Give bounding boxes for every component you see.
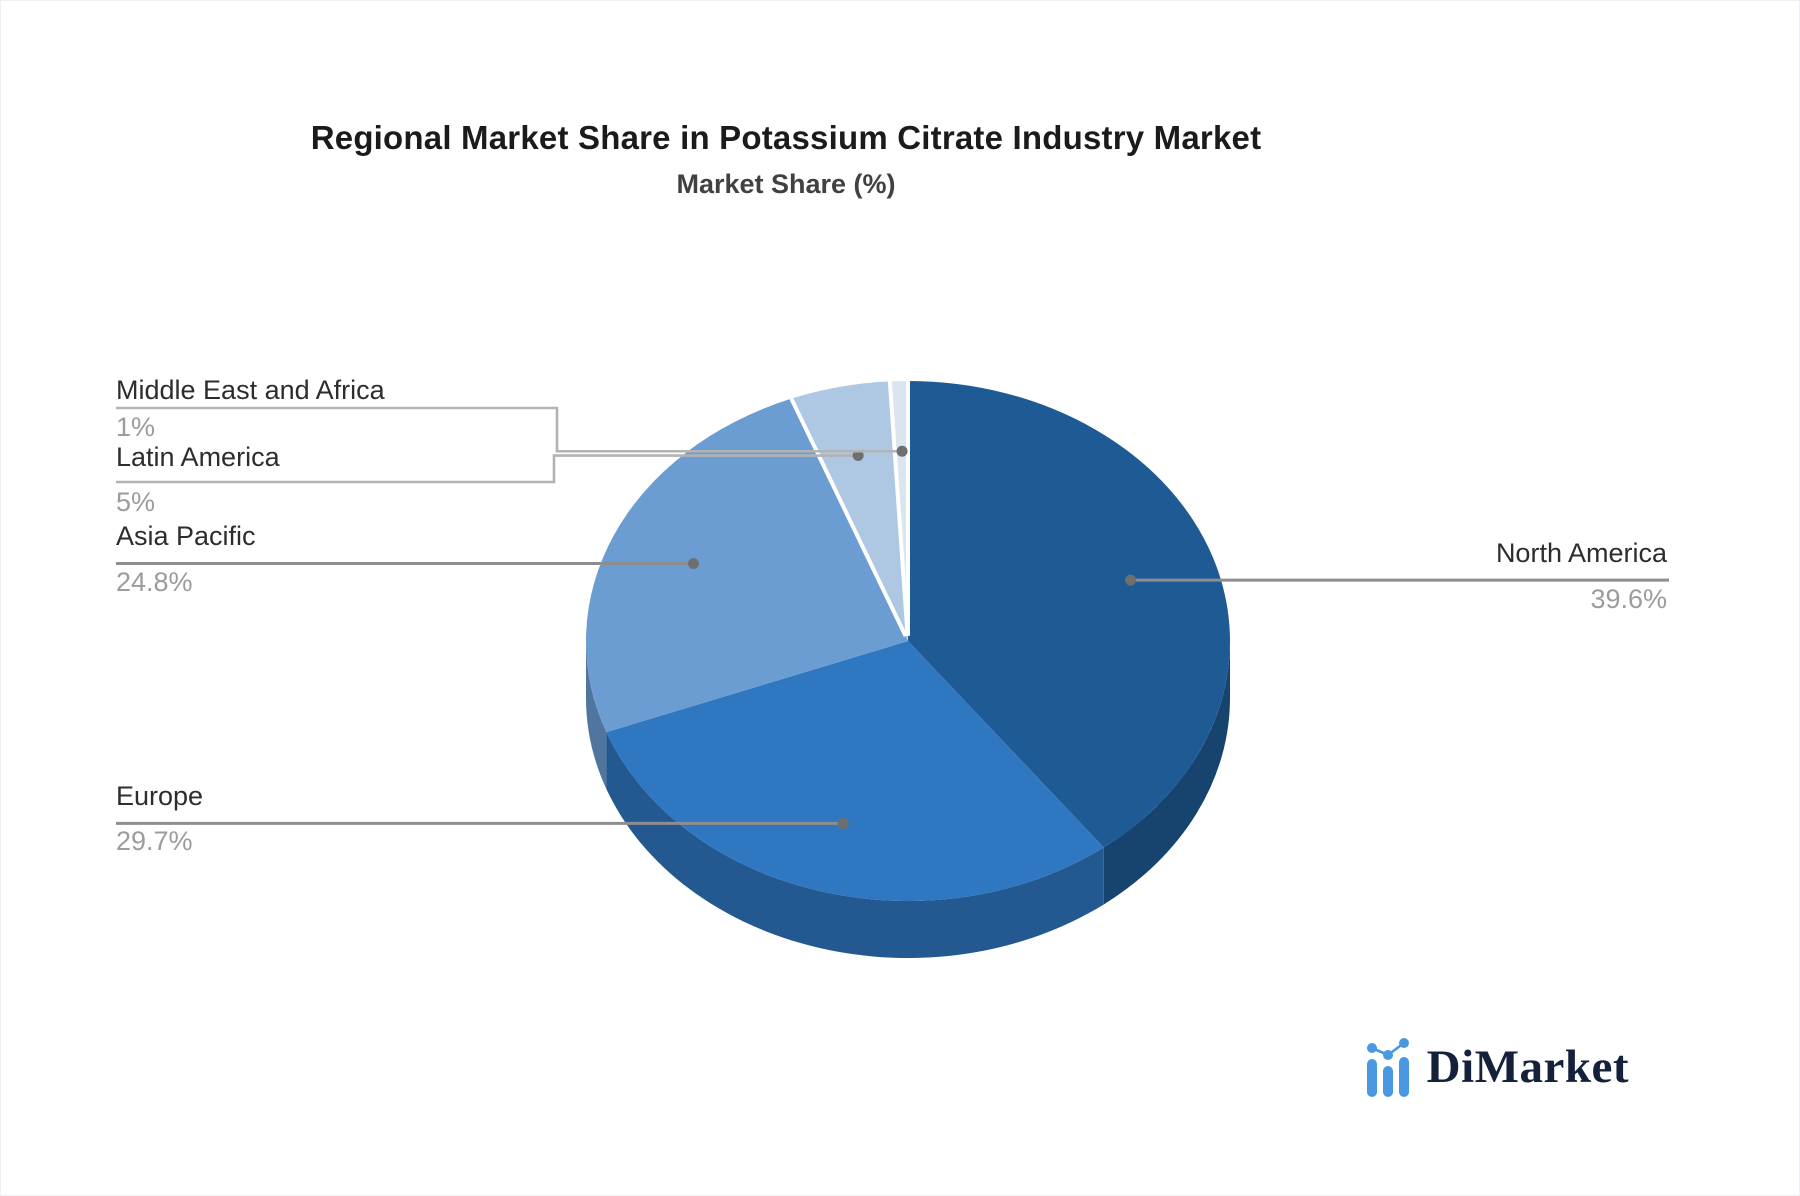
value-asia-pacific: 24.8%	[116, 567, 193, 597]
leader-dot-north-america	[1125, 574, 1137, 586]
label-middle-east-and-africa: Middle East and Africa	[116, 375, 385, 405]
label-latin-america: Latin America	[116, 442, 280, 472]
leader-dot-middle-east-and-africa	[896, 445, 908, 457]
leader-line-latin-america	[116, 454, 859, 484]
value-north-america: 39.6%	[1590, 584, 1667, 614]
value-middle-east-and-africa: 1%	[116, 412, 156, 442]
slice-separator	[789, 397, 908, 638]
brand-logo-text: DiMarket	[1426, 1041, 1629, 1093]
leader-dot-latin-america	[852, 450, 864, 462]
chart-title: Regional Market Share in Potassium Citra…	[310, 119, 1262, 156]
brand-logo: DiMarket	[1364, 1035, 1629, 1099]
chart-subtitle: Market Share (%)	[676, 169, 896, 199]
pie-slice-side-north-america	[1103, 641, 1230, 905]
bar-chart-with-trend-dots-icon	[1366, 1038, 1409, 1097]
pie-slice-north-america[interactable]	[908, 381, 1231, 848]
label-europe: Europe	[116, 781, 204, 811]
pie-slice-europe[interactable]	[606, 641, 1104, 901]
leader-dot-asia-pacific	[687, 557, 699, 569]
pie-slice-asia-pacific[interactable]	[586, 398, 908, 733]
value-latin-america: 5%	[116, 487, 156, 517]
value-europe: 29.7%	[116, 826, 193, 856]
leader-line-middle-east-and-africa	[116, 406, 903, 453]
label-asia-pacific: Asia Pacific	[116, 521, 256, 551]
pie-slice-side-europe	[606, 732, 1104, 958]
leader-dot-europe	[837, 817, 849, 829]
label-north-america: North America	[1495, 538, 1667, 568]
pie-slice-side-asia-pacific	[586, 641, 607, 790]
slice-separator	[887, 381, 910, 636]
